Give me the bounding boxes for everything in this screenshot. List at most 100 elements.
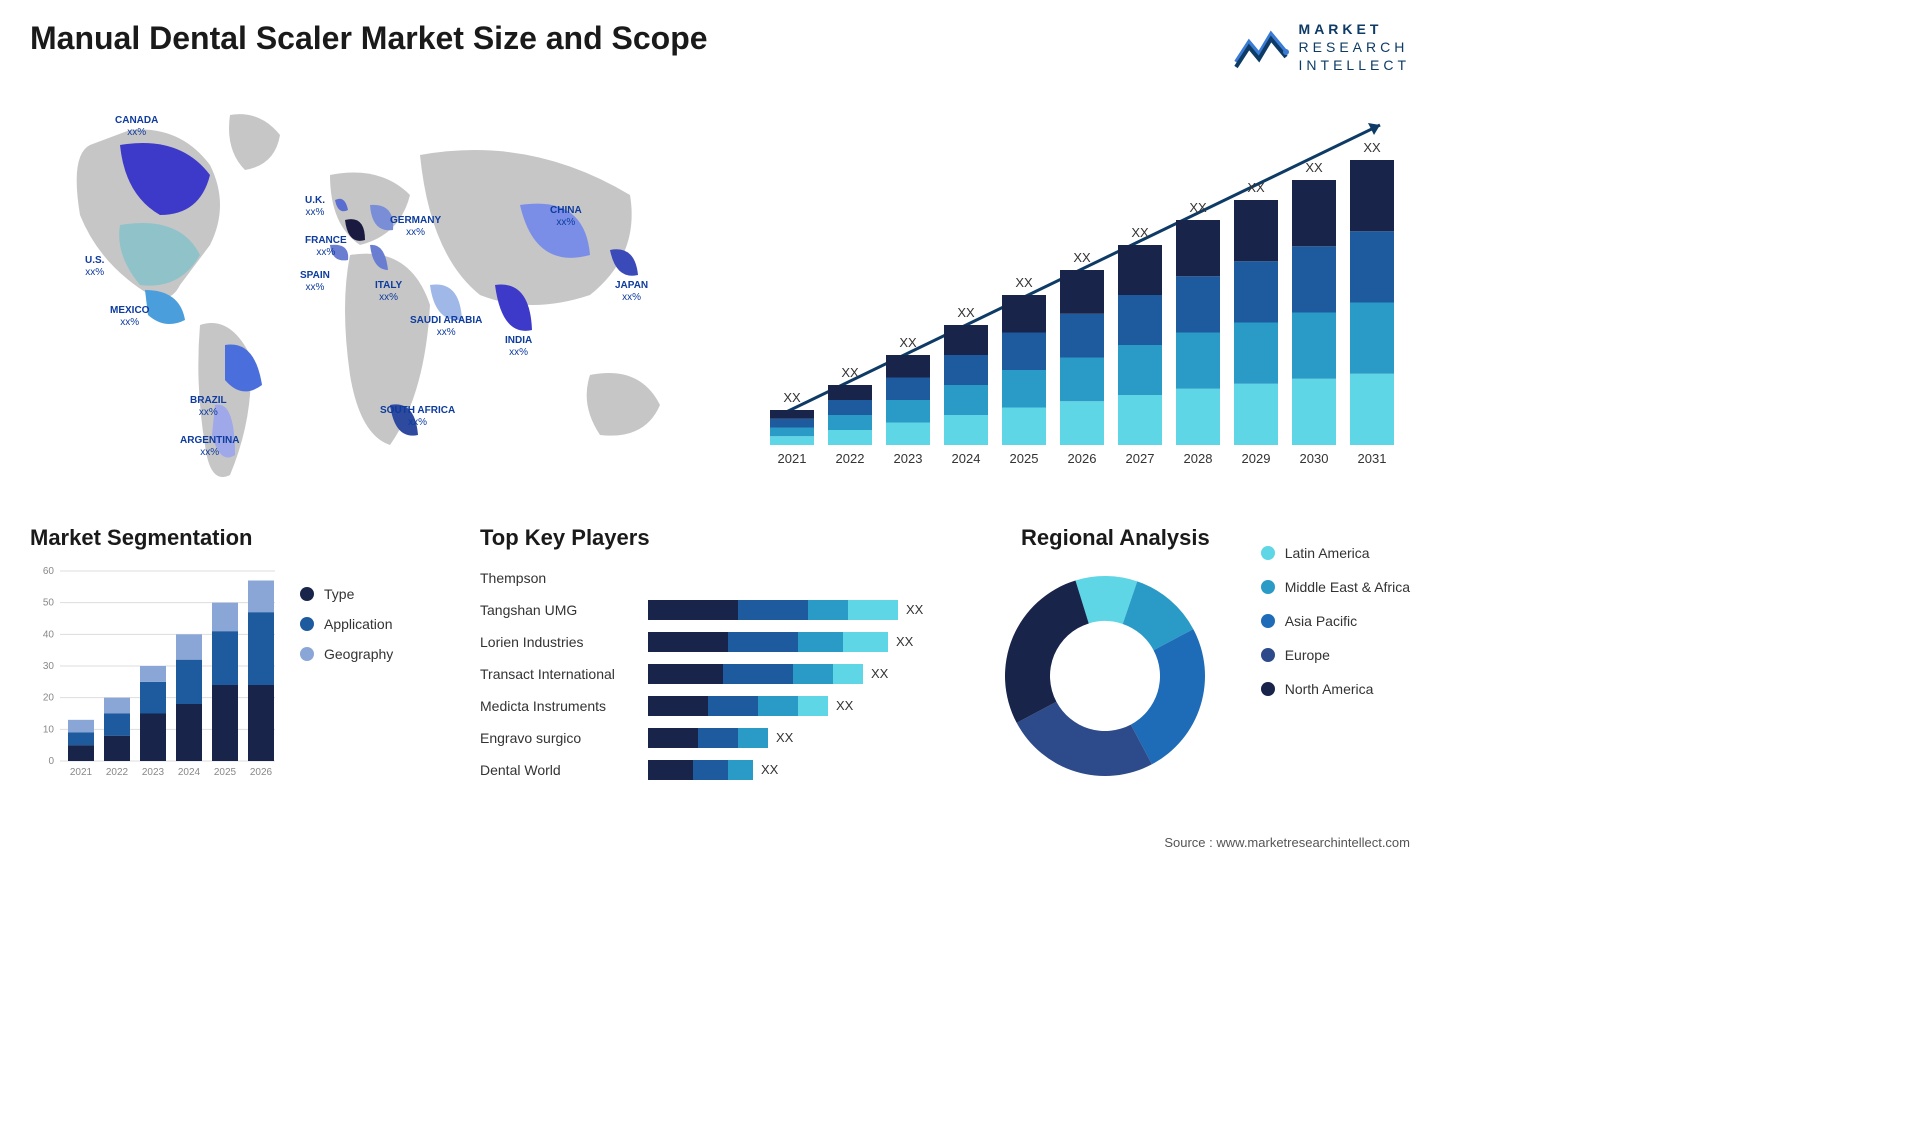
map-label: CANADAxx% bbox=[115, 115, 158, 139]
svg-text:20: 20 bbox=[43, 692, 55, 703]
legend-item: Geography bbox=[300, 646, 393, 662]
segmentation-section: Market Segmentation 0 10 20 30 40 50 60 2021 202… bbox=[30, 525, 450, 790]
player-value: XX bbox=[906, 602, 923, 617]
player-value: XX bbox=[836, 698, 853, 713]
map-label: SOUTH AFRICAxx% bbox=[380, 405, 455, 429]
world-map-svg bbox=[30, 95, 710, 485]
logo-icon bbox=[1231, 22, 1291, 72]
player-name: Thempson bbox=[480, 570, 640, 586]
player-name: Dental World bbox=[480, 762, 640, 778]
donut-chart bbox=[990, 566, 1220, 776]
svg-text:2029: 2029 bbox=[1242, 451, 1271, 466]
svg-text:2024: 2024 bbox=[178, 767, 201, 778]
map-label: MEXICOxx% bbox=[110, 305, 149, 329]
player-name: Engravo surgico bbox=[480, 730, 640, 746]
legend-item: North America bbox=[1261, 681, 1410, 697]
legend-item: Middle East & Africa bbox=[1261, 579, 1410, 595]
svg-text:2021: 2021 bbox=[70, 767, 93, 778]
player-name: Medicta Instruments bbox=[480, 698, 640, 714]
map-label: CHINAxx% bbox=[550, 205, 582, 229]
map-label: BRAZILxx% bbox=[190, 395, 227, 419]
svg-text:XX: XX bbox=[1305, 160, 1323, 175]
logo-line2: RESEARCH bbox=[1299, 38, 1410, 56]
main-chart-svg: XX 2021 XX 2022 XX 2023 XX 2024 XX 2025 XX 2026 XX 20… bbox=[750, 95, 1410, 485]
logo: MARKET RESEARCH INTELLECT bbox=[1231, 20, 1410, 75]
svg-text:50: 50 bbox=[43, 597, 55, 608]
segmentation-title: Market Segmentation bbox=[30, 525, 450, 551]
players-title: Top Key Players bbox=[480, 525, 960, 551]
svg-text:XX: XX bbox=[957, 305, 975, 320]
player-row: Engravo surgico XX bbox=[480, 726, 960, 750]
svg-text:XX: XX bbox=[1189, 200, 1207, 215]
player-value: XX bbox=[871, 666, 888, 681]
svg-text:XX: XX bbox=[1073, 250, 1091, 265]
svg-text:2025: 2025 bbox=[214, 767, 237, 778]
player-row: Thempson bbox=[480, 566, 960, 590]
svg-text:2027: 2027 bbox=[1126, 451, 1155, 466]
svg-text:XX: XX bbox=[783, 390, 801, 405]
segmentation-chart: 0 10 20 30 40 50 60 2021 2022 2023 2024 2025 2026 bbox=[30, 566, 280, 786]
map-label: SAUDI ARABIAxx% bbox=[410, 315, 482, 339]
svg-text:2022: 2022 bbox=[836, 451, 865, 466]
logo-line1: MARKET bbox=[1299, 20, 1410, 38]
regional-title: Regional Analysis bbox=[990, 525, 1241, 551]
map-label: JAPANxx% bbox=[615, 280, 648, 304]
svg-text:2025: 2025 bbox=[1010, 451, 1039, 466]
legend-item: Application bbox=[300, 616, 393, 632]
map-label: U.S.xx% bbox=[85, 255, 104, 279]
svg-text:2031: 2031 bbox=[1358, 451, 1387, 466]
legend-item: Europe bbox=[1261, 647, 1410, 663]
segmentation-legend: Type Application Geography bbox=[300, 566, 393, 786]
player-row: Lorien Industries XX bbox=[480, 630, 960, 654]
svg-text:XX: XX bbox=[899, 335, 917, 350]
source-text: Source : www.marketresearchintellect.com bbox=[1164, 835, 1410, 850]
svg-text:10: 10 bbox=[43, 724, 55, 735]
player-value: XX bbox=[896, 634, 913, 649]
svg-text:XX: XX bbox=[1363, 140, 1381, 155]
svg-text:2026: 2026 bbox=[250, 767, 273, 778]
map-label: FRANCExx% bbox=[305, 235, 347, 259]
svg-text:2023: 2023 bbox=[894, 451, 923, 466]
regional-legend: Latin America Middle East & Africa Asia Pa… bbox=[1261, 525, 1410, 790]
player-row: Dental World XX bbox=[480, 758, 960, 782]
legend-item: Asia Pacific bbox=[1261, 613, 1410, 629]
player-row: Transact International XX bbox=[480, 662, 960, 686]
svg-text:2028: 2028 bbox=[1184, 451, 1213, 466]
svg-text:30: 30 bbox=[43, 661, 55, 672]
map-label: ITALYxx% bbox=[375, 280, 402, 304]
regional-section: Regional Analysis Latin America Middle Ea… bbox=[990, 525, 1410, 790]
legend-item: Latin America bbox=[1261, 545, 1410, 561]
svg-text:XX: XX bbox=[1247, 180, 1265, 195]
players-list: Thempson Tangshan UMG XX Lorien Industries X… bbox=[480, 566, 960, 782]
svg-text:60: 60 bbox=[43, 566, 55, 577]
svg-text:XX: XX bbox=[1131, 225, 1149, 240]
map-label: SPAINxx% bbox=[300, 270, 330, 294]
map-label: U.K.xx% bbox=[305, 195, 325, 219]
map-label: GERMANYxx% bbox=[390, 215, 441, 239]
players-section: Top Key Players ThempsonTangshan UMGXXLo… bbox=[480, 525, 960, 790]
svg-text:2023: 2023 bbox=[142, 767, 165, 778]
svg-text:40: 40 bbox=[43, 629, 55, 640]
map-label: ARGENTINAxx% bbox=[180, 435, 239, 459]
player-value: XX bbox=[761, 762, 778, 777]
player-value: XX bbox=[776, 730, 793, 745]
svg-text:0: 0 bbox=[48, 756, 54, 767]
page-title: Manual Dental Scaler Market Size and Sco… bbox=[30, 20, 708, 57]
svg-text:XX: XX bbox=[841, 365, 859, 380]
svg-text:2030: 2030 bbox=[1300, 451, 1329, 466]
main-bar-chart: XX 2021 XX 2022 XX 2023 XX 2024 XX 2025 XX 2026 XX 20… bbox=[750, 95, 1410, 495]
svg-text:2021: 2021 bbox=[778, 451, 807, 466]
svg-text:2022: 2022 bbox=[106, 767, 129, 778]
svg-text:XX: XX bbox=[1015, 275, 1033, 290]
world-map: CANADAxx% U.S.xx% MEXICOxx% BRAZILxx% ARGENT… bbox=[30, 95, 710, 495]
player-name: Transact International bbox=[480, 666, 640, 682]
player-name: Lorien Industries bbox=[480, 634, 640, 650]
player-row: Tangshan UMG XX bbox=[480, 598, 960, 622]
map-label: INDIAxx% bbox=[505, 335, 532, 359]
player-name: Tangshan UMG bbox=[480, 602, 640, 618]
svg-text:2026: 2026 bbox=[1068, 451, 1097, 466]
legend-item: Type bbox=[300, 586, 393, 602]
logo-line3: INTELLECT bbox=[1299, 56, 1410, 74]
player-row: Medicta Instruments XX bbox=[480, 694, 960, 718]
svg-text:2024: 2024 bbox=[952, 451, 981, 466]
